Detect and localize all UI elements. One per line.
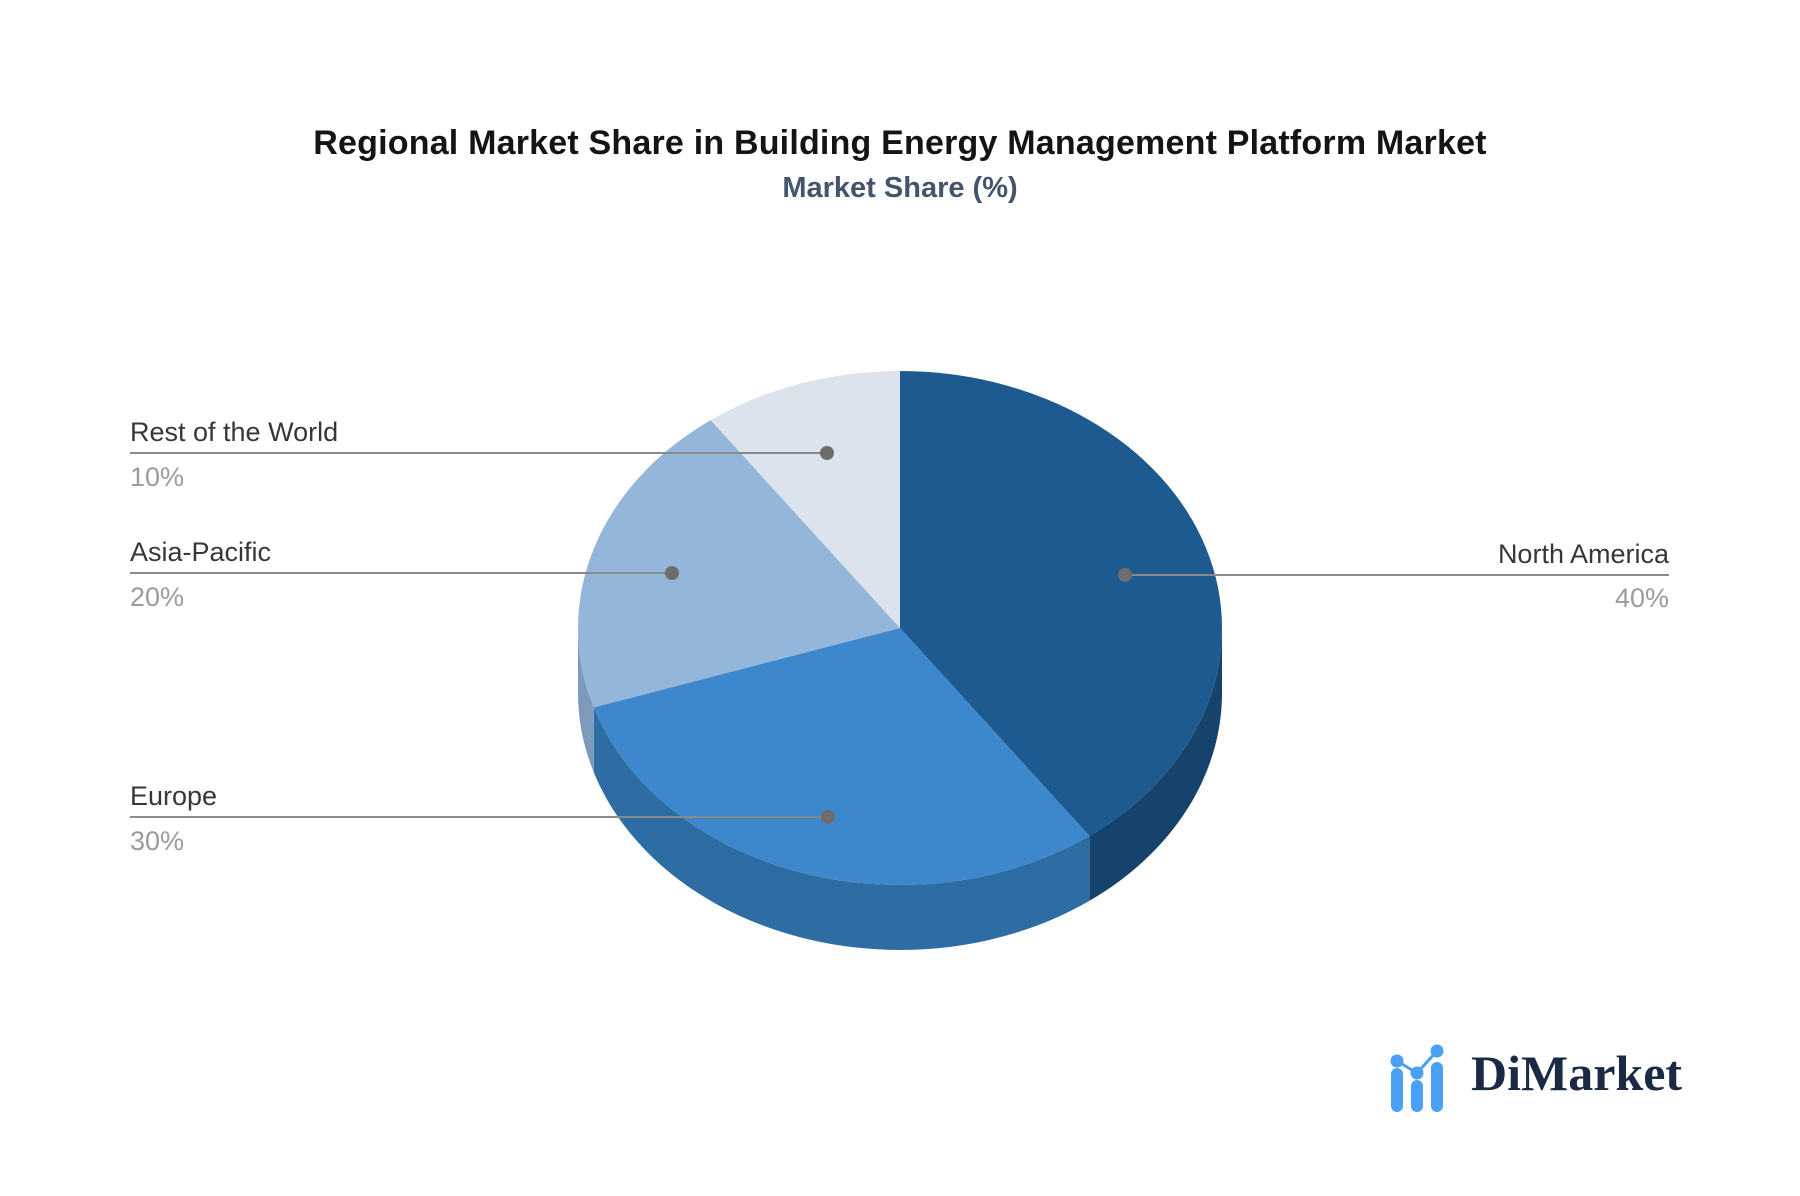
leader-dot-rest-of-the-world bbox=[820, 446, 834, 460]
leader-dot-asia-pacific bbox=[665, 566, 679, 580]
chart-subtitle: Market Share (%) bbox=[782, 172, 1018, 204]
pie-slice-side-asia-pacific bbox=[578, 628, 594, 773]
slice-value-asia-pacific: 20% bbox=[130, 582, 185, 612]
slice-label-rest-of-the-world: Rest of the World bbox=[130, 417, 339, 447]
slice-value-europe: 30% bbox=[130, 826, 185, 856]
pie-slice-north-america[interactable] bbox=[900, 371, 1223, 836]
slice-label-asia-pacific: Asia-Pacific bbox=[130, 537, 272, 567]
pie-slice-europe[interactable] bbox=[593, 628, 1090, 885]
pie-slice-side-europe bbox=[593, 707, 1090, 950]
slice-label-europe: Europe bbox=[130, 781, 218, 811]
bar-line-chart-icon bbox=[1390, 1044, 1444, 1112]
leader-line-europe bbox=[130, 816, 828, 818]
pie-slice-asia-pacific[interactable] bbox=[578, 420, 900, 708]
pie-slice-rest-of-the-world[interactable] bbox=[710, 371, 900, 628]
pie-slice-side-north-america bbox=[1089, 628, 1222, 901]
chart-title: Regional Market Share in Building Energy… bbox=[313, 124, 1487, 162]
leader-line-asia-pacific bbox=[130, 572, 672, 574]
leader-line-north-america bbox=[1125, 574, 1669, 576]
slice-label-north-america: North America bbox=[1497, 539, 1669, 569]
slice-value-north-america: 40% bbox=[1614, 583, 1669, 613]
logo-text: DiMarket bbox=[1471, 1045, 1683, 1101]
slice-value-rest-of-the-world: 10% bbox=[130, 462, 185, 492]
leader-dot-north-america bbox=[1118, 568, 1132, 582]
leader-dot-europe bbox=[821, 810, 835, 824]
leader-line-rest-of-the-world bbox=[130, 452, 827, 454]
dimarket-logo: DiMarket bbox=[1390, 1034, 1682, 1112]
